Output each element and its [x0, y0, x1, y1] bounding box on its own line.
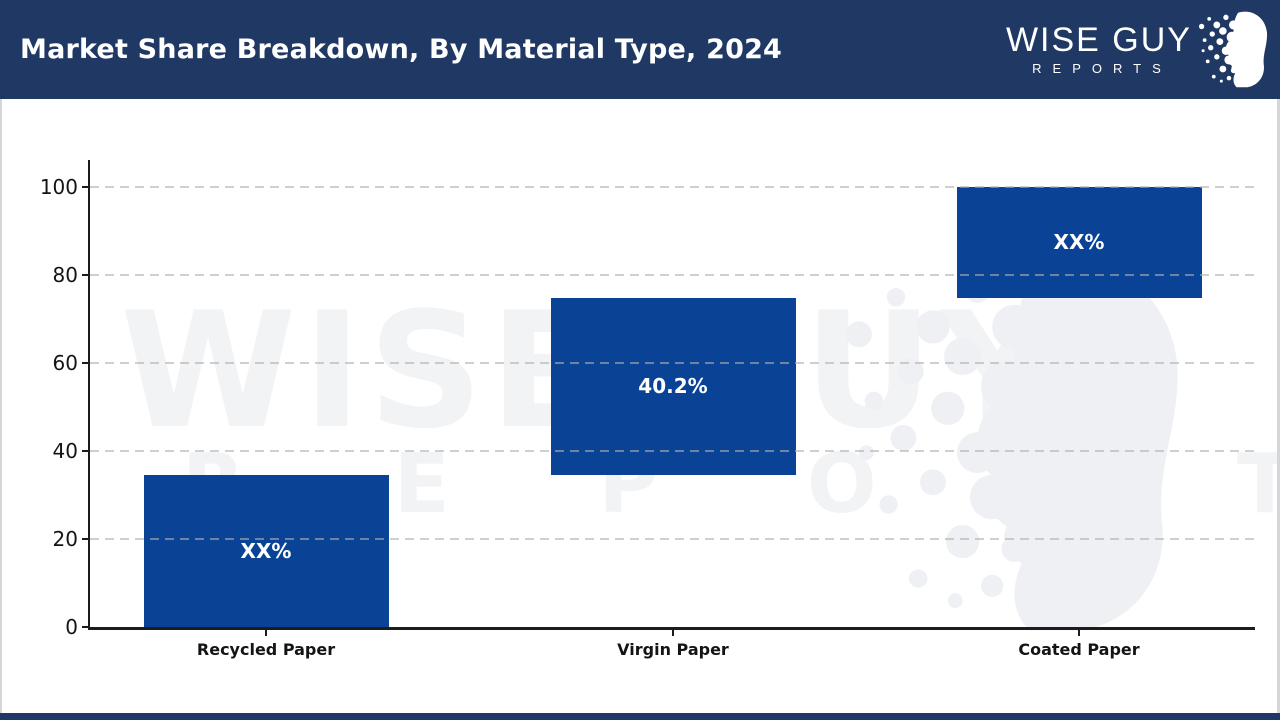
gridline	[90, 362, 1255, 364]
x-axis-line	[88, 627, 1255, 630]
y-tick-label: 60	[52, 351, 78, 375]
y-tick-mark	[82, 274, 89, 276]
y-tick-label: 20	[52, 527, 78, 551]
x-tick-mark	[265, 629, 267, 636]
bar-virgin-paper: 40.2%	[550, 297, 796, 475]
x-tick-mark	[672, 629, 674, 636]
waterfall-chart: 0 20 40 60 80 100 XX% Recycled Paper 40.2% Virgin…	[2, 99, 1277, 718]
gridline	[90, 450, 1255, 452]
bar-value-label: XX%	[240, 538, 292, 563]
footer-bar	[0, 713, 1280, 720]
brand-text: WISE GUY REPORTS	[1005, 21, 1192, 76]
y-tick-mark	[82, 186, 89, 188]
y-tick-label: 80	[52, 263, 78, 287]
bar-coated-paper: XX%	[956, 187, 1202, 298]
bar-value-label: 40.2%	[638, 374, 708, 399]
x-axis-label: Recycled Paper	[196, 640, 336, 659]
brand-face-icon	[1194, 8, 1270, 92]
y-tick-mark	[82, 450, 89, 452]
y-tick-mark	[82, 626, 89, 628]
gridline	[90, 186, 1255, 188]
brand-logo: WISE GUY REPORTS	[1006, 8, 1270, 92]
bar-value-label: XX%	[1053, 230, 1105, 255]
x-tick-mark	[1078, 629, 1080, 636]
y-tick-mark	[82, 362, 89, 364]
gridline	[90, 274, 1255, 276]
y-tick-mark	[82, 538, 89, 540]
header: Market Share Breakdown, By Material Type…	[0, 0, 1280, 99]
page-title: Market Share Breakdown, By Material Type…	[20, 34, 783, 65]
bar-recycled-paper: XX%	[143, 474, 389, 627]
y-tick-label: 0	[65, 615, 78, 639]
y-tick-label: 40	[52, 439, 78, 463]
x-axis-label: Coated Paper	[1018, 640, 1140, 659]
brand-name: WISE GUY	[1005, 21, 1192, 60]
brand-subtitle: REPORTS	[1032, 60, 1172, 76]
gridline	[90, 538, 1255, 540]
y-tick-label: 100	[39, 175, 78, 199]
y-axis-line	[88, 160, 90, 629]
chart-canvas: WISE GUY R E P O R T S 020406080100XX%Re…	[0, 99, 1280, 720]
x-axis-label: Virgin Paper	[617, 640, 729, 659]
